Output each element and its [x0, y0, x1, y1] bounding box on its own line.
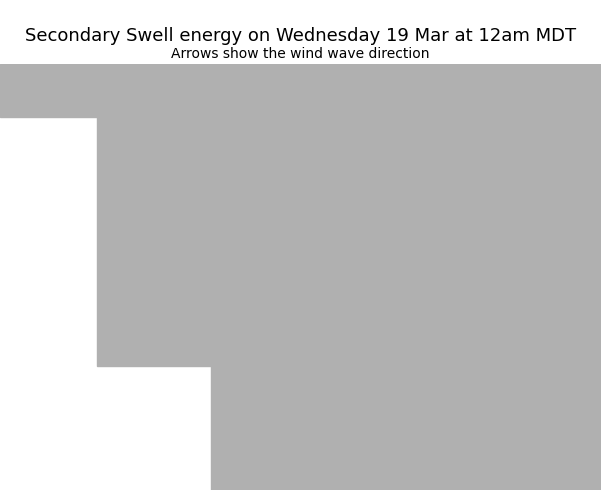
Text: Arrows show the wind wave direction: Arrows show the wind wave direction	[171, 47, 430, 61]
Text: Secondary Swell energy on Wednesday 19 Mar at 12am MDT: Secondary Swell energy on Wednesday 19 M…	[25, 27, 576, 45]
Polygon shape	[0, 64, 601, 490]
